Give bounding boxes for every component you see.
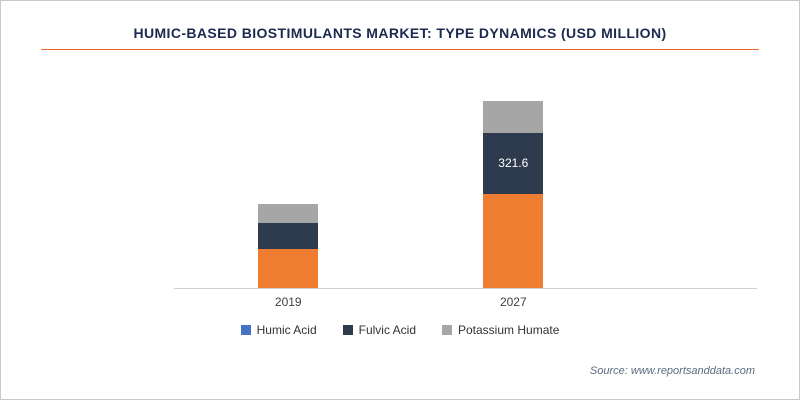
x-axis-labels: 2019 2027 <box>174 289 757 311</box>
title-divider <box>41 49 759 50</box>
legend-label: Fulvic Acid <box>358 323 416 337</box>
data-label: 321.6 <box>498 156 529 171</box>
chart-title: HUMIC-BASED BIOSTIMULANTS MARKET: TYPE D… <box>133 25 667 41</box>
bar-segment-potassium-humate <box>483 100 544 133</box>
bar-segment-potassium-humate <box>258 204 319 224</box>
legend-item-fulvic-acid: Fulvic Acid <box>342 323 416 337</box>
plot-area: 321.6 <box>174 98 757 289</box>
x-axis-label-2019: 2019 <box>274 295 302 309</box>
bar-segment-humic-acid <box>258 249 319 288</box>
bar-segment-humic-acid <box>483 193 544 288</box>
stacked-bar-2027: 321.6 <box>483 100 544 288</box>
bar-segment-fulvic-acid <box>258 223 319 250</box>
legend-item-humic-acid: Humic Acid <box>240 323 317 337</box>
legend-swatch-icon <box>240 325 251 335</box>
legend-label: Humic Acid <box>256 323 317 337</box>
legend-item-potassium-humate: Potassium Humate <box>442 323 559 337</box>
x-axis-label-2027: 2027 <box>499 295 527 309</box>
legend: Humic Acid Fulvic Acid Potassium Humate <box>1 323 799 337</box>
source-attribution: Source: www.reportsanddata.com <box>589 365 755 377</box>
stacked-bar-2019 <box>258 204 319 288</box>
legend-swatch-icon <box>442 325 452 335</box>
bar-segment-fulvic-acid: 321.6 <box>483 132 544 194</box>
legend-label: Potassium Humate <box>458 323 560 337</box>
legend-swatch-icon <box>342 325 353 335</box>
